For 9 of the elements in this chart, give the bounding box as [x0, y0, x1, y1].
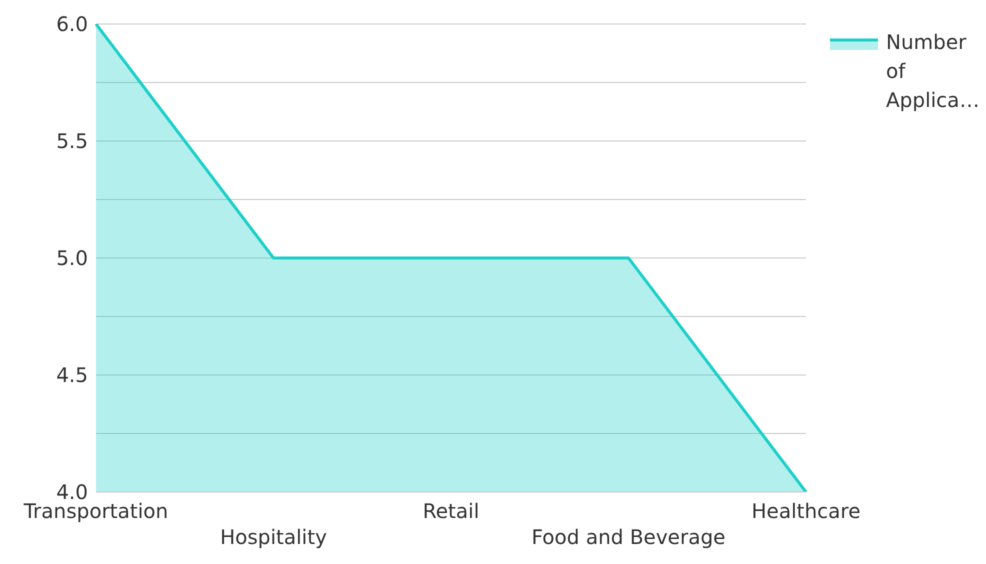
y-tick-label: 5.5	[56, 129, 88, 154]
legend-label: Number of Applica…	[886, 29, 980, 114]
y-tick-label: 6.0	[56, 12, 88, 36]
x-tick-label: Food and Beverage	[532, 525, 726, 549]
y-tick-label: 5.0	[56, 246, 88, 270]
x-tick-label: Hospitality	[220, 525, 328, 549]
y-tick-label: 4.5	[56, 363, 88, 388]
x-tick-label: Healthcare	[751, 499, 861, 523]
x-tick-label: Retail	[422, 499, 480, 523]
